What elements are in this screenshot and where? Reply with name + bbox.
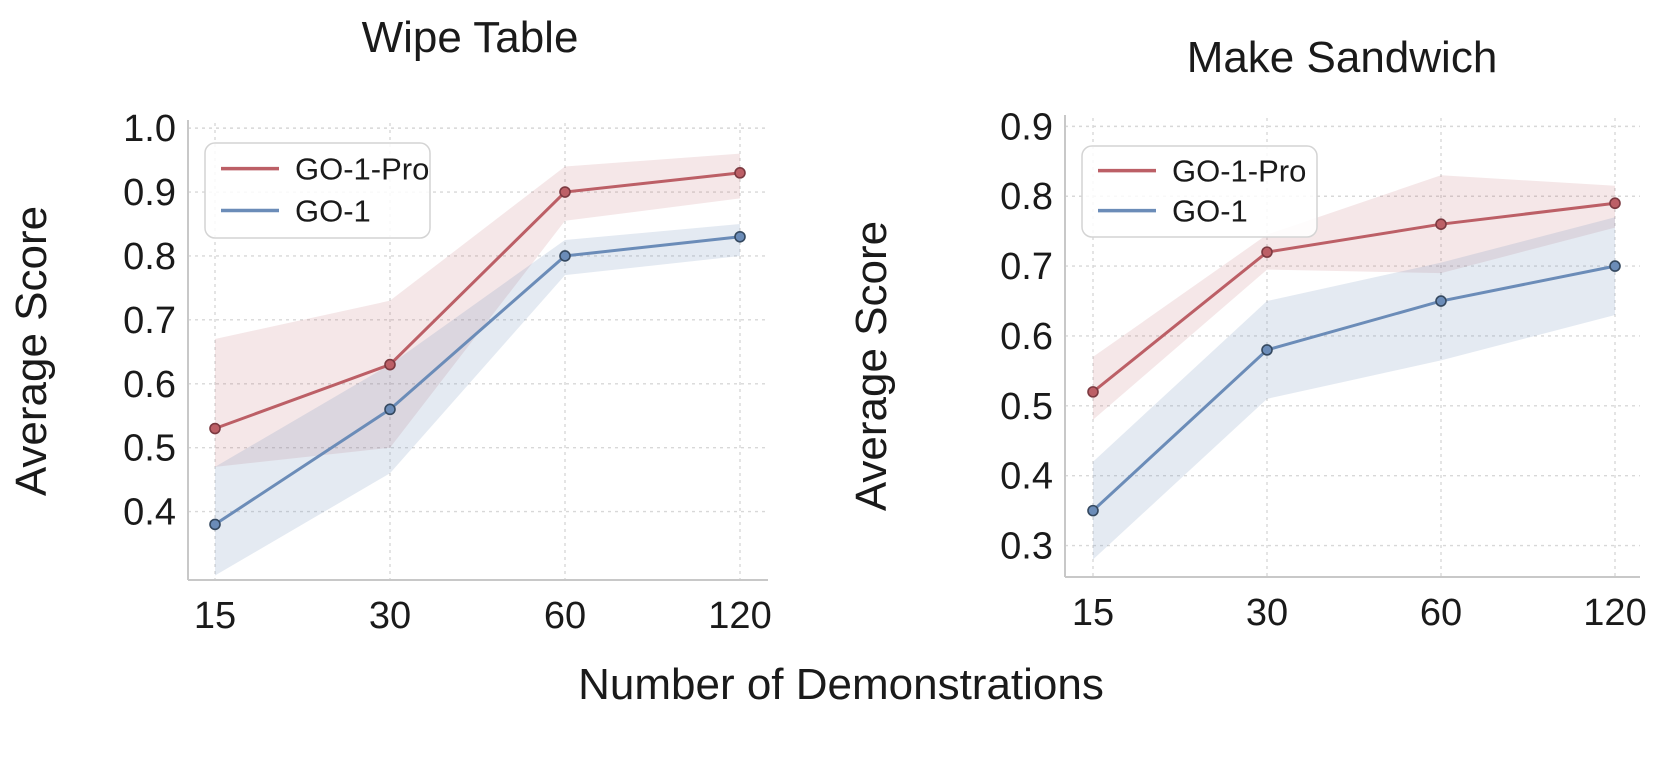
x-tick-label: 30 — [369, 595, 411, 637]
data-point-go-1-pro-30 — [384, 358, 396, 371]
x-tick-label: 30 — [1246, 592, 1288, 634]
x-tick-label: 120 — [708, 595, 771, 637]
y-tick-label: 0.7 — [1000, 246, 1053, 288]
data-point-go-1-pro-15 — [209, 422, 221, 435]
y-tick-label: 0.5 — [1000, 386, 1053, 428]
data-point-go-1-15 — [1087, 504, 1099, 517]
data-point-go-1-pro-120 — [1609, 197, 1621, 210]
legend-label-go-1: GO-1 — [1172, 194, 1248, 229]
confidence-band-go-1 — [215, 223, 740, 576]
y-tick-label: 0.8 — [1000, 176, 1053, 218]
data-point-go-1-pro-60 — [1435, 218, 1447, 230]
data-point-go-1-120 — [1609, 260, 1621, 272]
data-point-go-1-60 — [1435, 295, 1447, 307]
y-axis-label: Average Score — [847, 221, 896, 511]
x-tick-label: 15 — [1072, 592, 1114, 634]
data-point-go-1-30 — [1261, 344, 1273, 356]
y-tick-label: 0.9 — [123, 172, 176, 214]
chart-title: Make Sandwich — [1187, 33, 1498, 82]
confidence-band-go-1 — [1093, 217, 1615, 560]
data-point-go-1-pro-15 — [1087, 386, 1099, 398]
series-line-go-1 — [214, 235, 741, 526]
make-sandwich-plot: 0.9 0.8 0.7 0.6 0.5 0.4 0.3 15 30 60 120 Make Sandw… — [847, 33, 1647, 634]
confidence-band-go-1-pro — [1093, 175, 1615, 420]
legend-label-go-1: GO-1 — [295, 193, 371, 228]
legend-label-go-1-pro: GO-1-Pro — [1172, 154, 1306, 189]
y-tick-label: 0.6 — [1000, 316, 1053, 358]
x-axis-label: Number of Demonstrations — [578, 660, 1104, 709]
data-point-go-1-30 — [384, 403, 396, 416]
y-tick-label: 0.7 — [123, 300, 176, 342]
y-tick-label: 1.0 — [123, 108, 176, 150]
x-tick-label: 120 — [1583, 592, 1646, 634]
x-tick-label: 60 — [1420, 592, 1462, 634]
y-tick-label: 0.3 — [1000, 526, 1053, 568]
chart-title: Wipe Table — [362, 13, 579, 62]
legend-box — [1081, 145, 1318, 238]
series-line-go-1-pro — [214, 171, 741, 430]
data-point-go-1-pro-30 — [1261, 246, 1273, 258]
y-tick-label: 0.4 — [123, 492, 176, 534]
data-point-go-1-15 — [209, 518, 221, 531]
data-point-go-1-60 — [559, 250, 571, 262]
y-axis-label: Average Score — [7, 206, 56, 496]
series-line-go-1 — [1091, 264, 1616, 512]
legend-box — [204, 142, 431, 239]
data-point-go-1-120 — [734, 230, 746, 243]
series-line-go-1-pro — [1092, 201, 1616, 394]
make-sandwich-chart: 0.9 0.8 0.7 0.6 0.5 0.4 0.3 15 30 60 120 Make Sandw… — [830, 0, 1660, 640]
wipe-table-plot: 1.0 0.9 0.8 0.7 0.6 0.5 0.4 15 30 60 120 Wipe Table… — [7, 13, 772, 637]
y-tick-label: 0.9 — [1000, 106, 1053, 148]
x-tick-label: 15 — [194, 595, 236, 637]
y-tick-label: 0.8 — [123, 236, 176, 278]
confidence-band-go-1-pro — [215, 153, 740, 467]
x-tick-label: 60 — [544, 595, 586, 637]
data-point-go-1-pro-60 — [559, 186, 571, 198]
wipe-table-chart: 1.0 0.9 0.8 0.7 0.6 0.5 0.4 15 30 60 120 Wipe Table… — [0, 0, 830, 640]
legend-label-go-1-pro: GO-1-Pro — [295, 152, 429, 187]
y-tick-label: 0.6 — [123, 364, 176, 406]
y-tick-label: 0.5 — [123, 428, 176, 470]
y-tick-label: 0.4 — [1000, 456, 1053, 498]
data-point-go-1-pro-120 — [734, 167, 746, 179]
